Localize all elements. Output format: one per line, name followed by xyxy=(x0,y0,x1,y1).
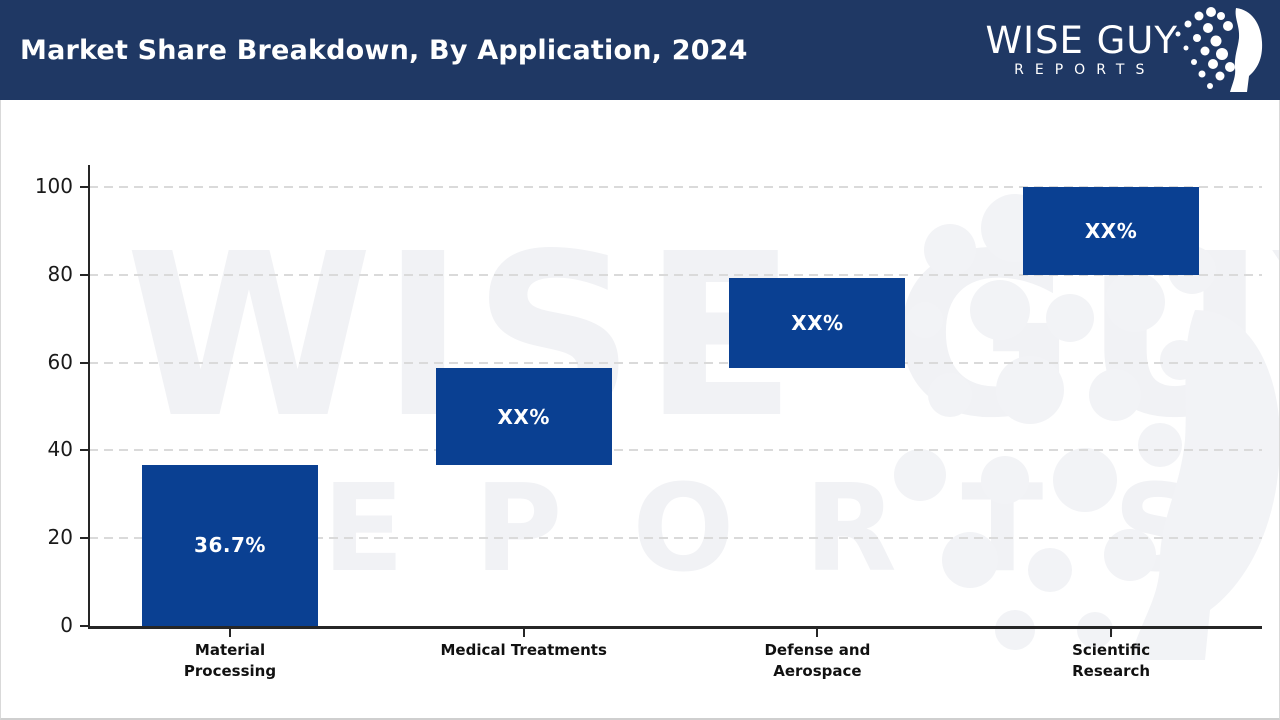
x-category-label-defense-and-aerospace: Defense and Aerospace xyxy=(702,640,932,682)
x-tickmark-material-processing xyxy=(229,629,231,637)
y-tickmark-100 xyxy=(80,186,88,188)
gridline-60 xyxy=(89,361,1262,364)
x-tickmark-medical-treatments xyxy=(522,629,525,637)
x-category-label-line: Material xyxy=(194,641,266,659)
y-tickmark-20 xyxy=(80,537,88,540)
x-category-label-line: Research xyxy=(1072,662,1151,680)
x-category-label-line: Scientific xyxy=(1072,641,1151,659)
gridline-20 xyxy=(89,537,1262,540)
bar-scientific-research: XX% xyxy=(1023,187,1200,275)
y-tick-label-60: 60 xyxy=(47,349,73,374)
x-category-label-line: Processing xyxy=(183,662,277,680)
x-tickmark-defense-and-aerospace xyxy=(816,629,819,637)
header: Market Share Breakdown, By Application, … xyxy=(0,0,1280,100)
gridline-100 xyxy=(89,186,1262,188)
x-category-label-line: Medical Treatments xyxy=(440,641,607,659)
y-tick-label-100: 100 xyxy=(34,174,73,198)
y-tick-label-80: 80 xyxy=(47,261,73,286)
y-tick-label-20: 20 xyxy=(47,525,73,550)
bar-value-label: XX% xyxy=(497,404,550,429)
y-tickmark-40 xyxy=(80,449,88,452)
x-axis xyxy=(88,626,1262,629)
bar-value-label: XX% xyxy=(1084,218,1138,243)
bar-value-label: 36.7% xyxy=(194,533,266,558)
logo: WISE GUY REPORTS xyxy=(986,4,1264,96)
bar-material-processing: 36.7% xyxy=(142,464,318,626)
bar-medical-treatments: XX% xyxy=(435,368,612,465)
y-tickmark-0 xyxy=(80,625,88,627)
gridline-40 xyxy=(89,449,1262,452)
x-category-label-scientific-research: Scientific Research xyxy=(996,640,1226,682)
y-tick-label-0: 0 xyxy=(60,613,73,637)
y-tick-label-40: 40 xyxy=(47,437,73,462)
logo-subtext: REPORTS xyxy=(1014,62,1156,78)
y-axis xyxy=(88,165,90,628)
x-category-label-line: Defense and xyxy=(764,641,871,659)
y-tickmark-60 xyxy=(80,361,88,364)
x-category-label-line: Aerospace xyxy=(773,662,862,680)
bar-value-label: XX% xyxy=(791,311,844,336)
bar-defense-and-aerospace: XX% xyxy=(729,278,906,369)
gridline-80 xyxy=(89,273,1262,276)
page-title: Market Share Breakdown, By Application, … xyxy=(20,34,748,66)
x-category-label-material-processing: Material Processing xyxy=(115,640,345,682)
x-tickmark-scientific-research xyxy=(1110,629,1113,637)
x-category-label-medical-treatments: Medical Treatments xyxy=(409,640,639,661)
logo-face-icon xyxy=(1175,7,1263,92)
logo-wordmark: WISE GUY xyxy=(985,19,1178,62)
y-tickmark-80 xyxy=(80,273,88,276)
